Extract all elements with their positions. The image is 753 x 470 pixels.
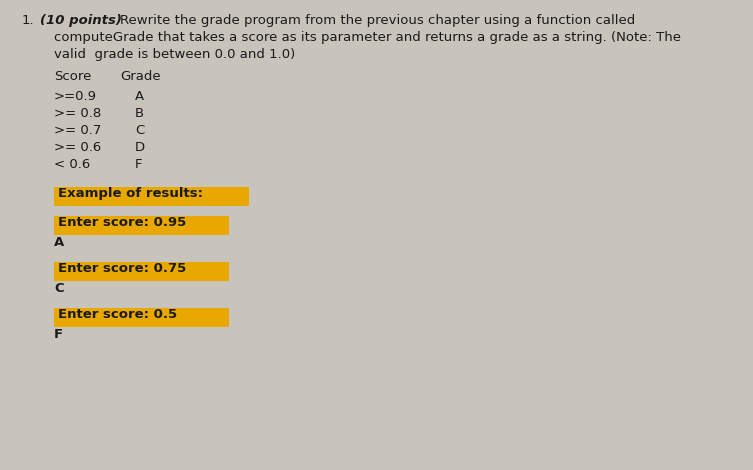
- Text: valid  grade is between 0.0 and 1.0): valid grade is between 0.0 and 1.0): [54, 48, 295, 61]
- Text: F: F: [54, 328, 63, 341]
- Text: B: B: [135, 107, 144, 120]
- Text: C: C: [54, 282, 63, 295]
- Text: Grade: Grade: [120, 70, 160, 83]
- Text: A: A: [135, 90, 144, 103]
- Text: C: C: [135, 124, 145, 137]
- Text: >=0.9: >=0.9: [54, 90, 97, 103]
- Text: Rewrite the grade program from the previous chapter using a function called: Rewrite the grade program from the previ…: [120, 14, 636, 27]
- Text: Example of results:: Example of results:: [58, 187, 203, 200]
- Text: Score: Score: [54, 70, 91, 83]
- FancyBboxPatch shape: [54, 262, 229, 281]
- Text: A: A: [54, 236, 64, 249]
- Text: >= 0.6: >= 0.6: [54, 141, 101, 154]
- Text: Enter score: 0.95: Enter score: 0.95: [58, 216, 186, 229]
- Text: (10 points): (10 points): [40, 14, 122, 27]
- FancyBboxPatch shape: [54, 216, 229, 235]
- FancyBboxPatch shape: [54, 308, 229, 327]
- Text: < 0.6: < 0.6: [54, 158, 90, 171]
- Text: computeGrade that takes a score as its parameter and returns a grade as a string: computeGrade that takes a score as its p…: [54, 31, 681, 44]
- Text: Enter score: 0.5: Enter score: 0.5: [58, 308, 177, 321]
- Text: >= 0.7: >= 0.7: [54, 124, 102, 137]
- FancyBboxPatch shape: [54, 187, 249, 206]
- Text: Enter score: 0.75: Enter score: 0.75: [58, 262, 186, 275]
- Text: 1.: 1.: [22, 14, 35, 27]
- Text: >= 0.8: >= 0.8: [54, 107, 101, 120]
- Text: D: D: [135, 141, 145, 154]
- Text: F: F: [135, 158, 142, 171]
